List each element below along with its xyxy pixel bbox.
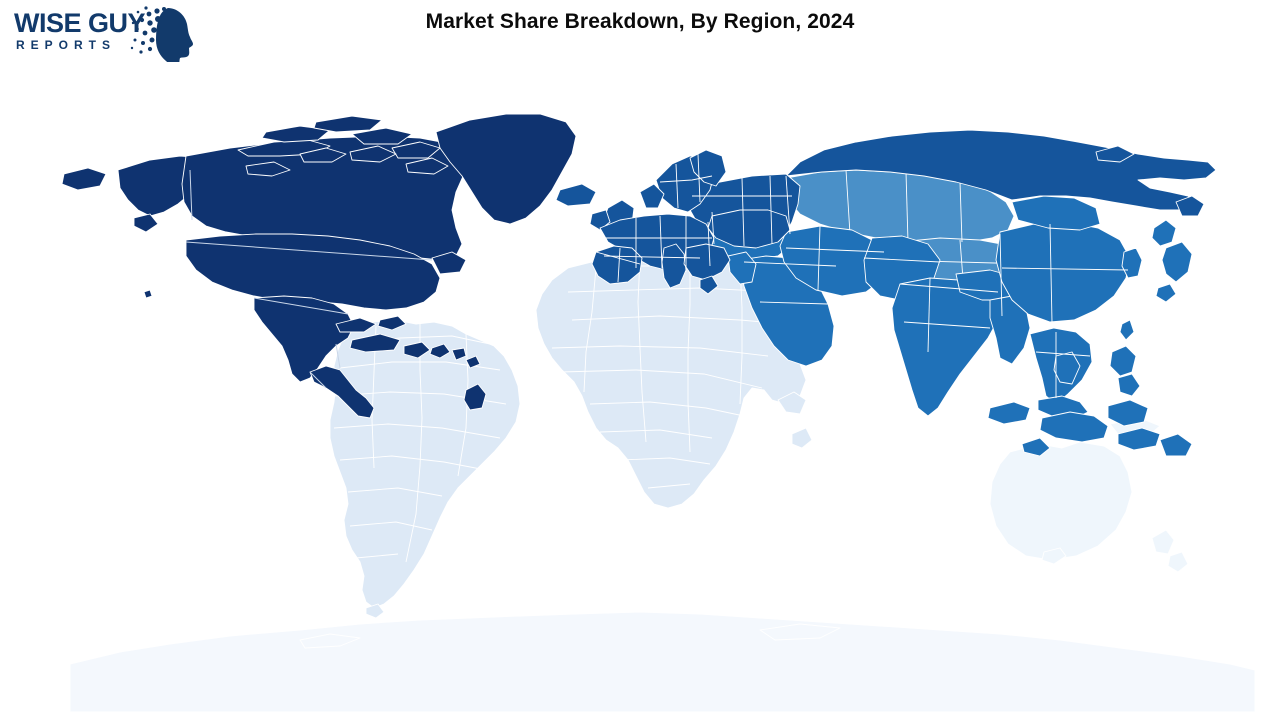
head-profile-dots-icon (130, 6, 193, 62)
region-antarctica (70, 612, 1255, 712)
logo-brand-secondary: REPORTS (16, 38, 117, 52)
logo-brand-primary: WISE GUY (14, 8, 146, 38)
region-europe-russia (556, 130, 1216, 294)
region-north-america (62, 114, 576, 418)
wise-guy-reports-logo: WISE GUY REPORTS (12, 6, 193, 62)
page-title: Market Share Breakdown, By Region, 2024 (425, 10, 855, 33)
world-choropleth-map (0, 52, 1280, 720)
region-south-america (330, 320, 520, 618)
map-svg (0, 52, 1280, 720)
